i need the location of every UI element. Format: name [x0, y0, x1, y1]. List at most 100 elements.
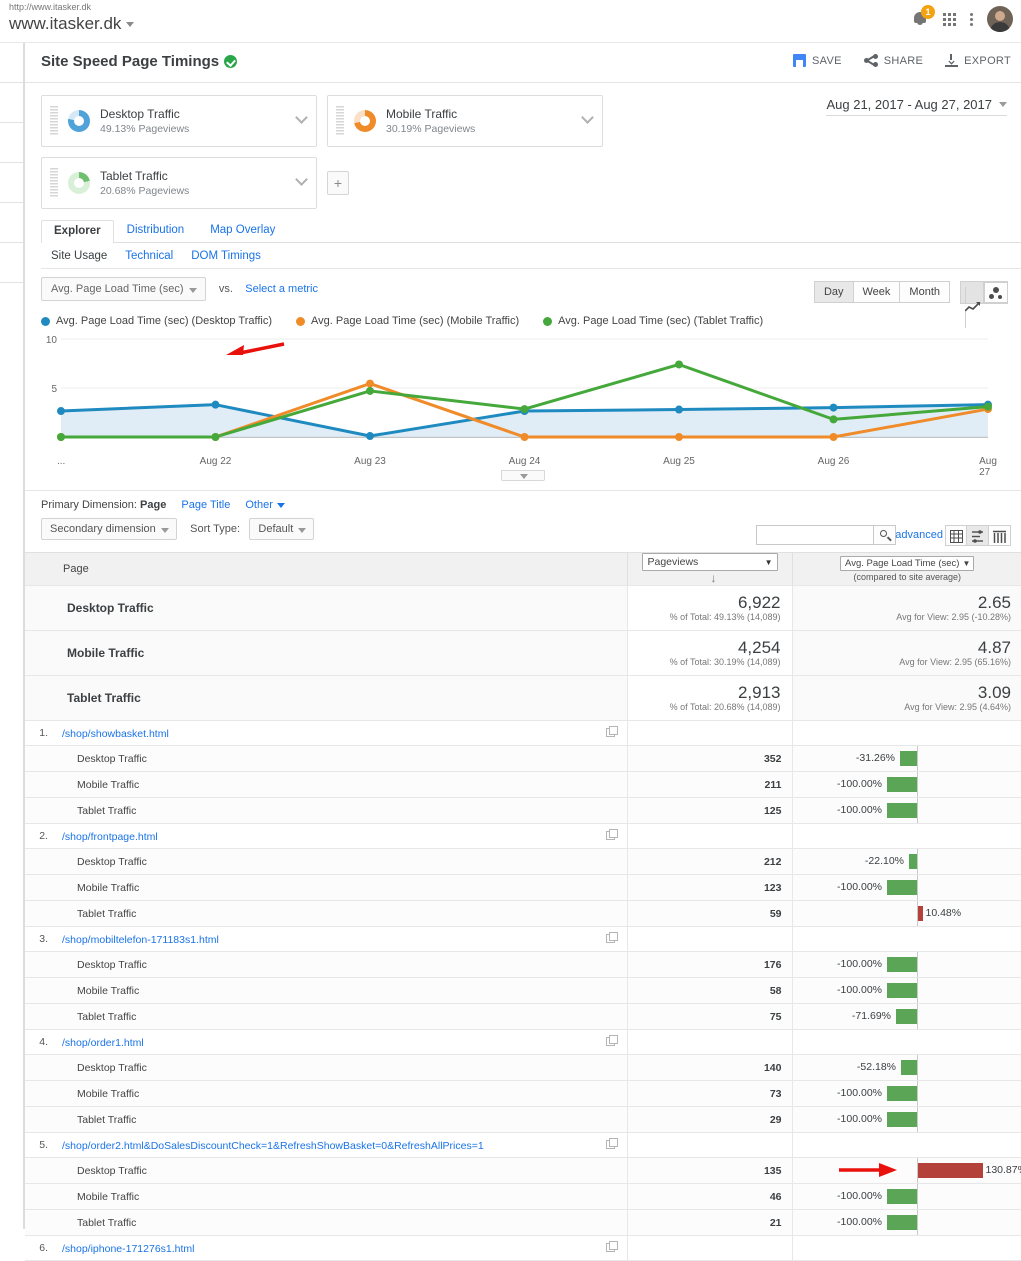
tab-explorer[interactable]: Explorer	[41, 220, 114, 243]
tab-map-overlay[interactable]: Map Overlay	[197, 219, 288, 242]
legend-item-mobile[interactable]: Avg. Page Load Time (sec) (Mobile Traffi…	[296, 315, 519, 327]
share-button[interactable]: SHARE	[864, 54, 923, 67]
pivot-view-icon[interactable]	[967, 525, 989, 546]
page-url-link[interactable]: /shop/frontpage.html	[54, 831, 158, 843]
scatter-chart-icon[interactable]	[984, 281, 1008, 304]
positive-bar	[918, 1163, 983, 1178]
zero-line	[917, 1004, 918, 1029]
add-segment-button[interactable]: +	[327, 171, 349, 195]
zero-line	[917, 1184, 918, 1209]
page-url-link[interactable]: /shop/iphone-171276s1.html	[54, 1243, 195, 1255]
granularity-week[interactable]: Week	[854, 281, 901, 303]
sub-pageviews: 58	[627, 978, 792, 1004]
segment-row-name: Mobile Traffic	[53, 1081, 627, 1107]
segment-card-mobile[interactable]: Mobile Traffic 30.19% Pageviews	[327, 95, 603, 147]
chevron-down-icon	[126, 22, 134, 27]
open-in-new-window-icon[interactable]	[606, 829, 616, 839]
chevron-down-icon[interactable]	[295, 111, 308, 124]
comparison-bar-area: -100.00%	[793, 1107, 1021, 1132]
export-label: EXPORT	[964, 55, 1011, 67]
open-in-new-window-icon[interactable]	[606, 1241, 616, 1251]
x-axis-tick: Aug 25	[663, 456, 695, 467]
open-in-new-window-icon[interactable]	[606, 1035, 616, 1045]
segment-card-desktop[interactable]: Desktop Traffic 49.13% Pageviews	[41, 95, 317, 147]
more-options-icon[interactable]	[970, 13, 973, 26]
open-in-new-window-icon[interactable]	[606, 932, 616, 942]
tab-distribution[interactable]: Distribution	[114, 219, 198, 242]
search-button[interactable]	[874, 525, 896, 545]
subtab-site-usage[interactable]: Site Usage	[51, 250, 107, 262]
drag-handle-icon[interactable]	[336, 106, 344, 136]
apps-grid-icon[interactable]	[943, 13, 956, 26]
comparison-value: -100.00%	[837, 804, 882, 816]
left-nav-rail	[0, 43, 24, 1229]
chevron-down-icon[interactable]	[295, 173, 308, 186]
segment-row-name: Mobile Traffic	[53, 772, 627, 798]
sort-type-selector[interactable]: Default	[249, 518, 314, 540]
search-input[interactable]	[756, 525, 874, 545]
comparison-value: -100.00%	[837, 1087, 882, 1099]
select-a-metric-link[interactable]: Select a metric	[245, 283, 318, 295]
legend-item-desktop[interactable]: Avg. Page Load Time (sec) (Desktop Traff…	[41, 315, 272, 327]
date-range-selector[interactable]: Aug 21, 2017 - Aug 27, 2017	[826, 97, 1007, 116]
primary-dimension-other[interactable]: Other	[245, 499, 285, 511]
comparison-view-icon[interactable]	[989, 525, 1011, 546]
segment-card-tablet[interactable]: Tablet Traffic 20.68% Pageviews	[41, 157, 317, 209]
drag-handle-icon[interactable]	[50, 168, 58, 198]
sub-index-cell	[25, 772, 53, 798]
sub-index-cell	[25, 1210, 53, 1236]
subtab-technical[interactable]: Technical	[125, 250, 173, 262]
row-plt-cell	[792, 1133, 1021, 1158]
page-url-link[interactable]: /shop/showbasket.html	[54, 728, 169, 740]
summary-pageviews-sub: % of Total: 20.68% (14,089)	[629, 702, 791, 712]
x-axis-tick: Aug 23	[354, 456, 386, 467]
table-view-icon[interactable]	[945, 525, 967, 546]
open-in-new-window-icon[interactable]	[606, 726, 616, 736]
page-url-link[interactable]: /shop/order2.html&DoSalesDiscountCheck=1…	[54, 1140, 484, 1152]
sort-descending-icon[interactable]: ↓	[711, 571, 717, 585]
row-annotation-arrow-icon	[839, 1163, 897, 1177]
open-in-new-window-icon[interactable]	[606, 1138, 616, 1148]
sub-index-cell	[25, 849, 53, 875]
site-selector[interactable]: www.itasker.dk	[9, 14, 134, 34]
export-button[interactable]: EXPORT	[945, 54, 1011, 67]
plt-metric-selector[interactable]: Avg. Page Load Time (sec)▼	[840, 556, 974, 571]
chart-zoom-handle[interactable]	[501, 470, 545, 482]
secondary-dimension-selector[interactable]: Secondary dimension	[41, 518, 177, 540]
granularity-day[interactable]: Day	[814, 281, 854, 303]
notifications-bell-icon[interactable]: 1	[911, 9, 929, 29]
legend-item-tablet[interactable]: Avg. Page Load Time (sec) (Tablet Traffi…	[543, 315, 763, 327]
drag-handle-icon[interactable]	[50, 106, 58, 136]
primary-dimension-current[interactable]: Page	[140, 499, 166, 511]
sub-index-cell	[25, 952, 53, 978]
subtab-dom-timings[interactable]: DOM Timings	[191, 250, 261, 262]
sub-pageviews: 46	[627, 1184, 792, 1210]
page-url-link[interactable]: /shop/order1.html	[54, 1037, 144, 1049]
page-url-link[interactable]: /shop/mobiltelefon-171183s1.html	[54, 934, 219, 946]
chevron-down-icon[interactable]	[581, 111, 594, 124]
sub-index-cell	[25, 875, 53, 901]
legend-dot-mobile	[296, 317, 305, 326]
pageviews-metric-selector[interactable]: Pageviews▼	[642, 553, 778, 571]
metric-selector[interactable]: Avg. Page Load Time (sec)	[41, 277, 206, 301]
chevron-down-icon	[277, 503, 285, 508]
sub-pageviews: 123	[627, 875, 792, 901]
advanced-filter-link[interactable]: advanced	[895, 529, 943, 541]
comparison-value: -100.00%	[837, 958, 882, 970]
primary-dimension-page-title[interactable]: Page Title	[181, 499, 230, 511]
sub-pageviews: 75	[627, 1004, 792, 1030]
sub-pageviews: 140	[627, 1055, 792, 1081]
sub-pageviews: 73	[627, 1081, 792, 1107]
avatar[interactable]	[987, 6, 1013, 32]
segment-row-name: Tablet Traffic	[53, 798, 627, 824]
table-controls: Secondary dimension Sort Type: Default a…	[25, 518, 1021, 552]
chevron-down-icon	[999, 102, 1007, 107]
save-button[interactable]: SAVE	[793, 54, 842, 67]
granularity-month[interactable]: Month	[900, 281, 950, 303]
summary-index-cell	[25, 676, 53, 721]
line-chart-icon[interactable]	[960, 281, 984, 304]
comparison-value: -100.00%	[837, 778, 882, 790]
